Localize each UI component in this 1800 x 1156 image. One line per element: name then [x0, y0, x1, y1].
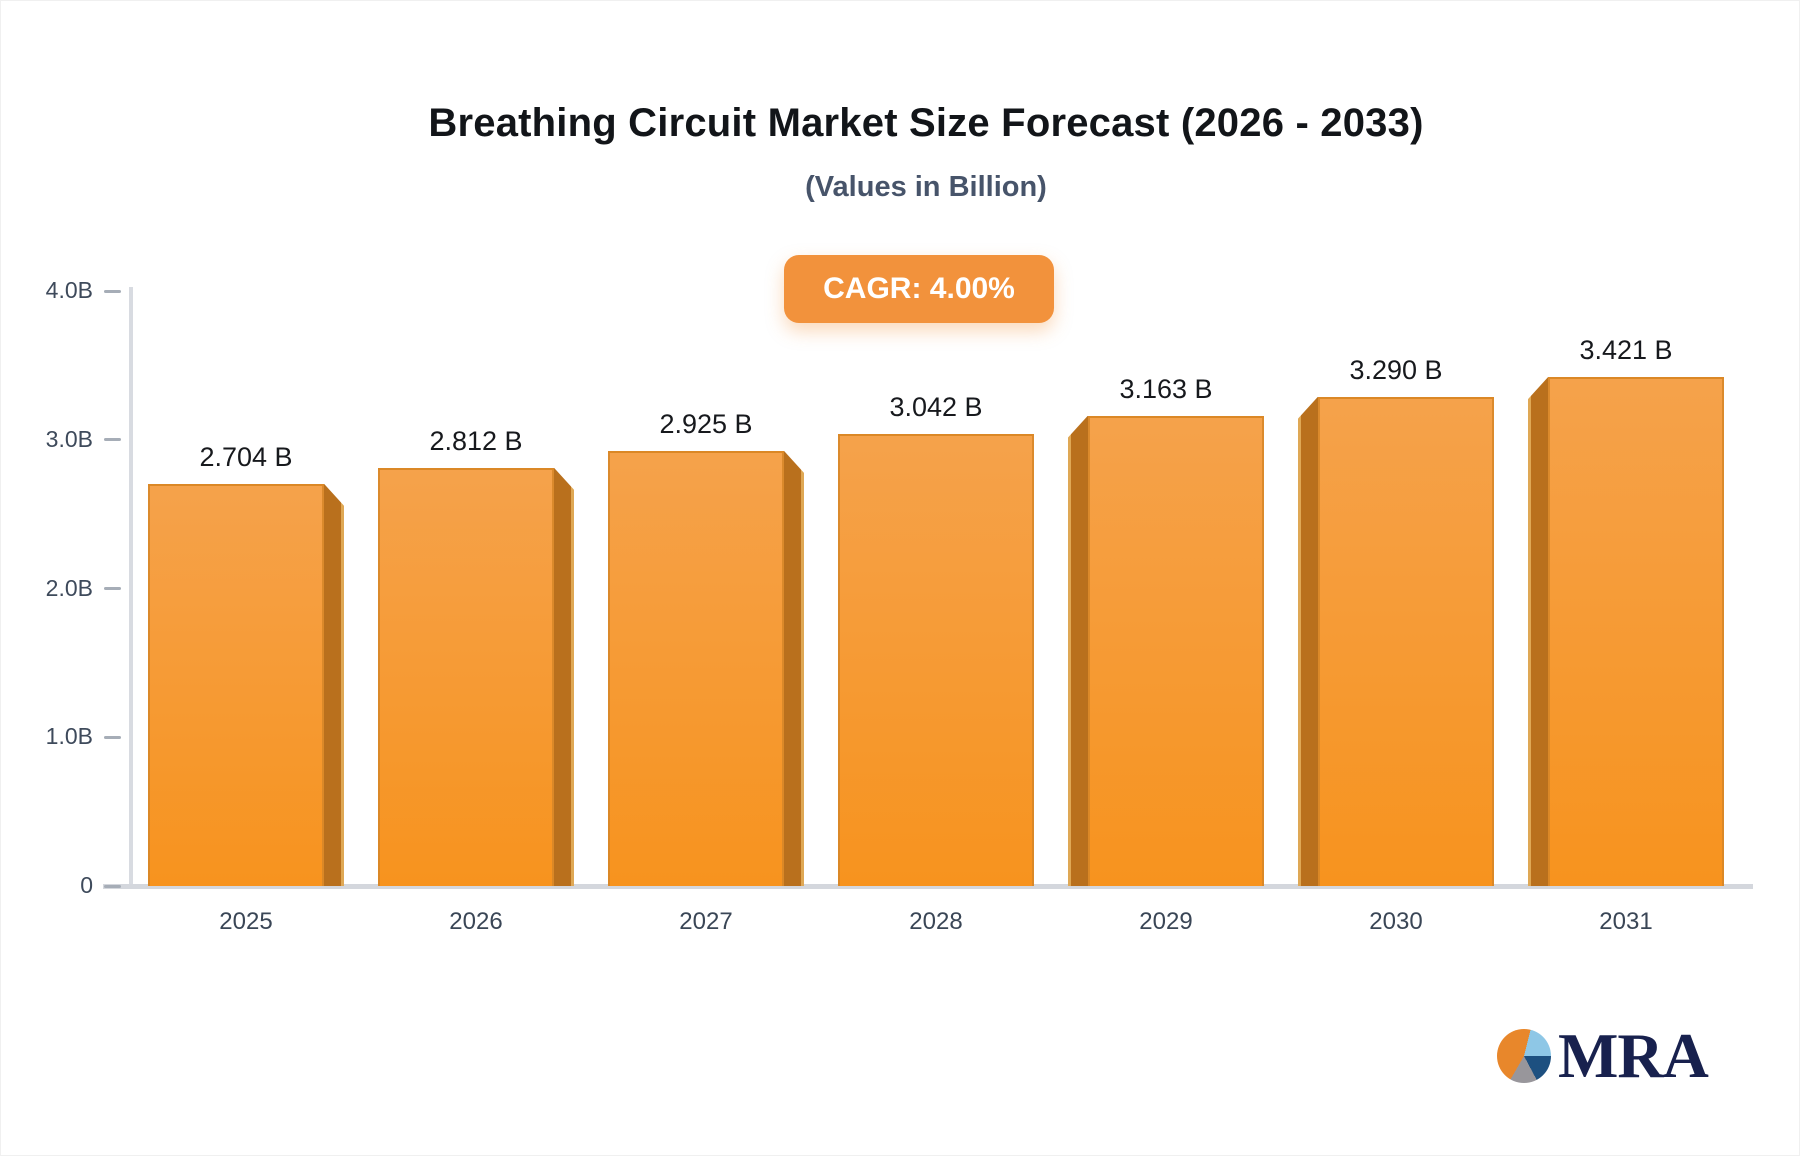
cagr-badge: CAGR: 4.00%	[784, 255, 1054, 323]
bar-2030	[1298, 396, 1494, 886]
x-tick-label-2030: 2030	[1369, 908, 1423, 935]
y-tick-mark	[104, 884, 121, 888]
bar-value-label-2026: 2.812 B	[429, 425, 523, 456]
y-tick-mark	[104, 735, 121, 739]
x-tick-label-2028: 2028	[909, 908, 963, 935]
bar-value-label-2031: 3.421 B	[1579, 335, 1673, 366]
y-tick-label-0: 0	[80, 872, 93, 898]
bar-value-label-2027: 2.925 B	[659, 408, 753, 439]
logo-text: MRA	[1558, 1020, 1709, 1091]
bar-face	[1548, 377, 1724, 886]
bar-3d-side	[1298, 396, 1318, 886]
bar-3d-side	[1528, 377, 1548, 886]
bar-2027	[608, 450, 804, 886]
bar-face	[1088, 415, 1264, 886]
chart-title: Breathing Circuit Market Size Forecast (…	[428, 101, 1424, 145]
bar-value-label-2029: 3.163 B	[1119, 373, 1213, 404]
bar-2028	[838, 433, 1034, 886]
mra-logo: MRA	[1497, 1020, 1709, 1091]
bar-2031	[1528, 377, 1724, 886]
y-tick-mark	[104, 438, 121, 442]
x-tick-label-2025: 2025	[219, 908, 273, 935]
bar-face	[148, 483, 324, 886]
bar-2026	[378, 467, 574, 886]
bar-value-label-2030: 3.290 B	[1349, 354, 1443, 385]
bar-3d-side	[784, 450, 804, 886]
bar-face	[1318, 396, 1494, 886]
x-tick-label-2027: 2027	[679, 908, 733, 935]
bar-face	[608, 450, 784, 886]
bar-2029	[1068, 415, 1264, 886]
x-axis-line	[103, 884, 1753, 889]
y-tick-label-3.0B: 3.0B	[45, 425, 93, 452]
y-tick-mark	[104, 289, 121, 293]
x-tick-label-2026: 2026	[449, 908, 503, 935]
y-tick-mark	[104, 587, 121, 590]
bar-3d-side	[324, 483, 344, 886]
bar-face	[378, 467, 554, 886]
bar-value-label-2025: 2.704 B	[199, 441, 293, 472]
bar-3d-side	[554, 467, 574, 886]
x-tick-label-2029: 2029	[1139, 908, 1193, 935]
y-tick-label-4.0B: 4.0B	[45, 277, 93, 303]
y-tick-label-1.0B: 1.0B	[45, 723, 93, 750]
bar-3d-side	[1068, 415, 1088, 886]
bar-face	[838, 433, 1034, 886]
bar-value-label-2028: 3.042 B	[889, 391, 983, 422]
pie-chart-logo-icon	[1497, 1029, 1551, 1083]
y-tick-label-2.0B: 2.0B	[45, 574, 93, 601]
chart-subtitle: (Values in Billion)	[805, 171, 1047, 203]
y-axis-line	[129, 287, 133, 887]
x-tick-label-2031: 2031	[1599, 908, 1653, 935]
bar-2025	[148, 483, 344, 886]
